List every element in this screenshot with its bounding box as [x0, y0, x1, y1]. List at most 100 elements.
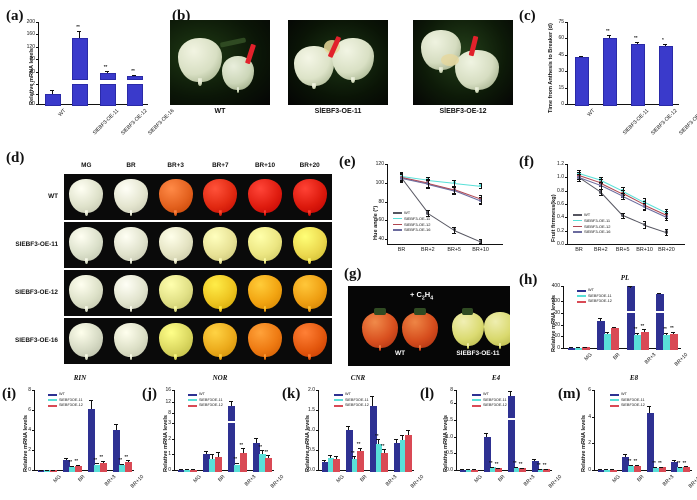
tomato-fruit [248, 275, 282, 312]
panel-e-label: (e) [339, 154, 356, 170]
y-tick [384, 201, 387, 203]
x-tick-label: SlEBF3-OE-11 [621, 108, 651, 137]
bar [659, 46, 673, 106]
panel-a-plot: 0 1 2 40 80 120 160 200 ** ** ** [27, 19, 148, 107]
x-tick-label: BR [497, 474, 507, 484]
error-cap [627, 286, 632, 287]
y-tick [35, 71, 38, 73]
panel-l-ylabel: Relative mRNA levels [443, 415, 449, 472]
chart-legend: WT SlEBF3OE-11 SlEBF3OE-12 [334, 392, 369, 409]
panel-b-caption-wt: WT [214, 108, 226, 115]
x-tick-label: BR+3 [243, 474, 257, 488]
significance-marker: ** [652, 460, 656, 466]
error-cap [514, 466, 518, 468]
y-tick-label: 1.0 [446, 433, 453, 440]
error-cap [664, 213, 669, 215]
significance-marker: ** [68, 459, 73, 464]
error-cap [178, 469, 183, 471]
tomato-fruit [292, 323, 327, 360]
y-axis [387, 164, 388, 244]
significance-marker: ** [633, 326, 638, 332]
error-cap [394, 438, 399, 440]
significance-marker: ** [380, 442, 385, 448]
error-cap [478, 196, 483, 198]
error-cap [333, 456, 338, 457]
panel-e-plot: 40 60 80 100 120 WT SlEBF3-OE-11 SlEBF3-OE-12 Sl… [376, 161, 503, 245]
panel-h-xlabels: MG BR BR+3 BR+10 [563, 350, 689, 372]
error-bar [90, 400, 92, 409]
error-cap [381, 449, 386, 451]
tomato-fruit [248, 227, 282, 264]
legend-item: WT [577, 288, 612, 294]
panel-i-title: RIN [73, 374, 87, 382]
error-bar [427, 180, 429, 188]
error-cap [478, 188, 483, 190]
legend-swatch [334, 399, 343, 402]
y-tick-label: 400 [551, 283, 560, 289]
panel-d-column-label: BR+7 [212, 162, 229, 169]
error-bar [359, 447, 361, 452]
panel-m-plot: 0 2 4 6 ** ** ** ** ** ** WT SlEBF3OE-11 SlEBF3OE-12 [588, 387, 692, 473]
error-bar [600, 317, 602, 322]
tomato-red [402, 312, 438, 351]
legend-swatch [577, 289, 586, 292]
y-tick [35, 22, 38, 23]
error-bar [242, 448, 244, 453]
legend-swatch [573, 214, 582, 216]
x-tick-label: SlEBF3-OE-11 [92, 108, 121, 137]
significance-marker: ** [103, 64, 108, 70]
x-tick-label: BR [359, 474, 369, 484]
x-axis [38, 104, 148, 105]
y-tick-label: 40 [378, 236, 384, 243]
bar [333, 458, 341, 472]
panel-b-caption-oe12: SlEBF3-OE-12 [439, 108, 487, 115]
legend-label: SlEBF3OE-11 [483, 397, 507, 402]
error-cap [265, 455, 270, 457]
legend-label: WT [483, 392, 489, 396]
y-tick-label: 0 [588, 467, 591, 473]
y-tick-label: 1 [32, 91, 35, 97]
legend-item: WT [393, 210, 430, 216]
error-cap [466, 469, 470, 471]
error-cap [346, 426, 351, 427]
y-tick [453, 470, 456, 471]
error-cap [478, 182, 483, 184]
y-tick-label: 20 [554, 321, 560, 328]
series-line [427, 183, 455, 192]
error-bar [267, 455, 269, 459]
data-point [664, 213, 668, 217]
legend-label: WT [404, 210, 411, 215]
x-tick-label: BR+5 [447, 247, 462, 253]
y-tick [31, 390, 34, 391]
error-cap [484, 432, 489, 434]
error-cap [44, 469, 49, 471]
x-tick-label: SlEBF3-OE-12 [119, 108, 149, 137]
x-axis [456, 470, 552, 471]
panel-d-row-label: WT [48, 193, 58, 200]
data-point [664, 215, 668, 219]
panel-d-photo-strip [64, 270, 332, 316]
significance-marker: ** [676, 460, 681, 466]
legend-swatch [610, 399, 619, 402]
significance-marker: ** [131, 67, 135, 73]
tomato-fruit [114, 275, 148, 312]
y-tick-label: 30 [558, 68, 564, 75]
bar [125, 462, 132, 472]
error-bar [579, 174, 581, 181]
error-cap [599, 195, 603, 197]
error-bar [624, 454, 626, 457]
y-axis [563, 286, 564, 348]
chart-legend: WT SlEBF3-OE-11 SlEBF3-OE-12 SlEBF3-OE-16 [573, 212, 610, 235]
x-tick-label: BR+5 [615, 247, 630, 253]
significance-marker: * [662, 37, 664, 43]
error-bar [127, 460, 129, 462]
legend-label: SlEBF3OE-12 [199, 403, 223, 407]
x-tick-label: BR+10 [636, 247, 653, 253]
error-bar [644, 221, 646, 228]
y-tick [560, 324, 563, 326]
error-cap [399, 180, 404, 182]
x-tick-label: BR [612, 352, 622, 362]
error-cap [628, 464, 633, 466]
panel-l-title: E4 [491, 374, 501, 382]
tomato-fruit [69, 275, 104, 312]
